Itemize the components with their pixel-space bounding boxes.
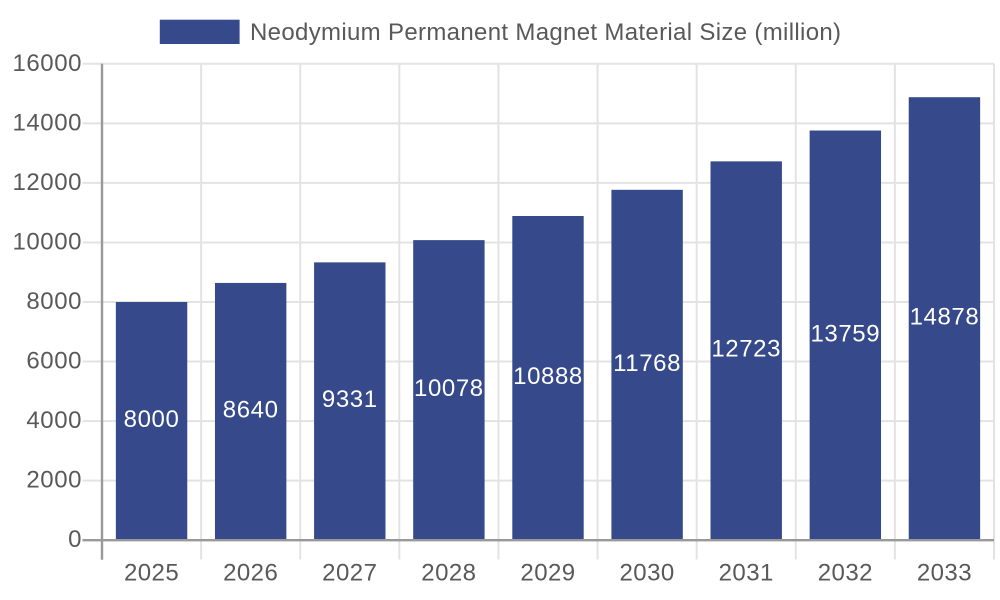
svg-text:10888: 10888 <box>513 363 583 390</box>
svg-text:16000: 16000 <box>13 50 83 77</box>
svg-text:12723: 12723 <box>711 336 781 363</box>
svg-text:2033: 2033 <box>917 560 972 587</box>
svg-text:2031: 2031 <box>719 560 774 587</box>
svg-text:13759: 13759 <box>810 320 880 347</box>
svg-text:12000: 12000 <box>13 169 83 196</box>
svg-text:8640: 8640 <box>223 396 279 423</box>
svg-text:2025: 2025 <box>124 560 179 587</box>
svg-text:0: 0 <box>68 526 82 553</box>
svg-text:11768: 11768 <box>613 350 681 377</box>
svg-text:2000: 2000 <box>26 467 82 494</box>
svg-text:9331: 9331 <box>322 386 378 413</box>
svg-text:Neodymium Permanent Magnet Mat: Neodymium Permanent Magnet Material Size… <box>250 19 841 46</box>
svg-text:2032: 2032 <box>818 560 873 587</box>
svg-text:10078: 10078 <box>414 375 484 402</box>
svg-text:10000: 10000 <box>13 228 83 255</box>
svg-text:8000: 8000 <box>124 406 180 433</box>
svg-text:2028: 2028 <box>421 560 476 587</box>
svg-text:2027: 2027 <box>322 560 377 587</box>
svg-text:2026: 2026 <box>223 560 278 587</box>
svg-text:8000: 8000 <box>26 288 82 315</box>
svg-text:4000: 4000 <box>26 407 82 434</box>
svg-text:2030: 2030 <box>620 560 675 587</box>
svg-text:6000: 6000 <box>26 348 82 375</box>
svg-text:2029: 2029 <box>520 560 575 587</box>
svg-text:14000: 14000 <box>13 109 83 136</box>
svg-text:14878: 14878 <box>910 304 980 331</box>
